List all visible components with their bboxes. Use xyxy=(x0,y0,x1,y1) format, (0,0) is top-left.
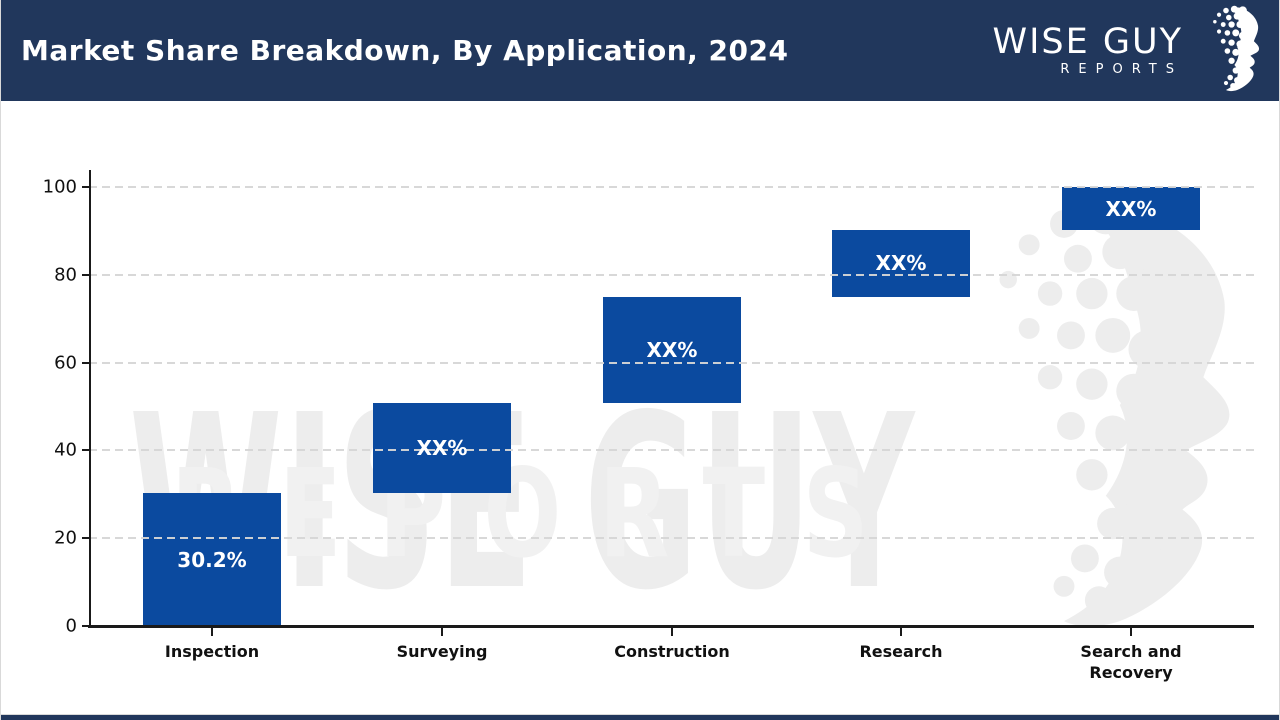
y-tick xyxy=(82,537,89,540)
waterfall-bar-segment xyxy=(603,296,741,404)
gridline xyxy=(89,186,1254,188)
y-tick-label: 100 xyxy=(42,176,77,198)
header-bar: Market Share Breakdown, By Application, … xyxy=(1,0,1279,101)
y-tick-label: 60 xyxy=(54,352,77,374)
wiseguy-logo-text: WISE GUY REPORTS xyxy=(992,22,1183,77)
x-category-label: Construction xyxy=(614,642,730,661)
y-tick xyxy=(82,449,89,452)
gridline xyxy=(89,449,1254,452)
y-tick xyxy=(82,273,89,276)
y-tick-label: 40 xyxy=(54,439,77,461)
dotted-face-icon xyxy=(1213,5,1260,91)
bar-value-label: XX% xyxy=(1105,196,1157,221)
logo-subtitle: REPORTS xyxy=(1060,62,1183,77)
waterfall-bar-segment xyxy=(1062,187,1200,231)
y-tick xyxy=(82,625,89,627)
x-tick xyxy=(900,628,902,636)
gridline xyxy=(89,273,1254,276)
x-category-label: Search and Recovery xyxy=(1080,642,1182,682)
waterfall-bar-segment xyxy=(832,230,970,297)
bar-value-label: 30.2% xyxy=(177,547,247,572)
gridline xyxy=(89,537,1254,540)
wiseguy-logo: WISE GUY REPORTS xyxy=(992,5,1267,97)
waterfall-bar-segment xyxy=(143,493,281,626)
waterfall-chart: WISE GUY REPORTS 30.2% XX% XX% XX% XX% 0 20 40 6… xyxy=(1,101,1279,715)
footer-bar xyxy=(1,715,1279,720)
bar-value-label: XX% xyxy=(875,251,927,276)
y-tick-label: 80 xyxy=(54,264,77,286)
x-axis-line xyxy=(88,625,1254,628)
x-category-label: Research xyxy=(859,642,943,661)
y-tick xyxy=(82,186,89,188)
x-tick xyxy=(441,628,443,636)
bar-value-label: XX% xyxy=(416,436,468,461)
footer-divider xyxy=(1,714,1279,715)
bar-value-label: XX% xyxy=(646,338,698,363)
y-tick xyxy=(82,361,89,364)
waterfall-bar-segment xyxy=(373,403,511,494)
y-tick-label: 0 xyxy=(65,615,77,637)
x-tick xyxy=(1130,628,1132,636)
x-category-label: Inspection xyxy=(164,642,260,661)
x-tick xyxy=(671,628,673,636)
x-tick xyxy=(211,628,213,636)
y-axis-line xyxy=(89,170,91,628)
logo-wordmark: WISE GUY xyxy=(992,22,1183,62)
watermark-subtitle: REPORTS xyxy=(171,443,906,585)
x-category-label: Surveying xyxy=(396,642,488,661)
gridline xyxy=(89,361,1254,364)
page-title: Market Share Breakdown, By Application, … xyxy=(21,34,789,67)
y-tick-label: 20 xyxy=(54,527,77,549)
